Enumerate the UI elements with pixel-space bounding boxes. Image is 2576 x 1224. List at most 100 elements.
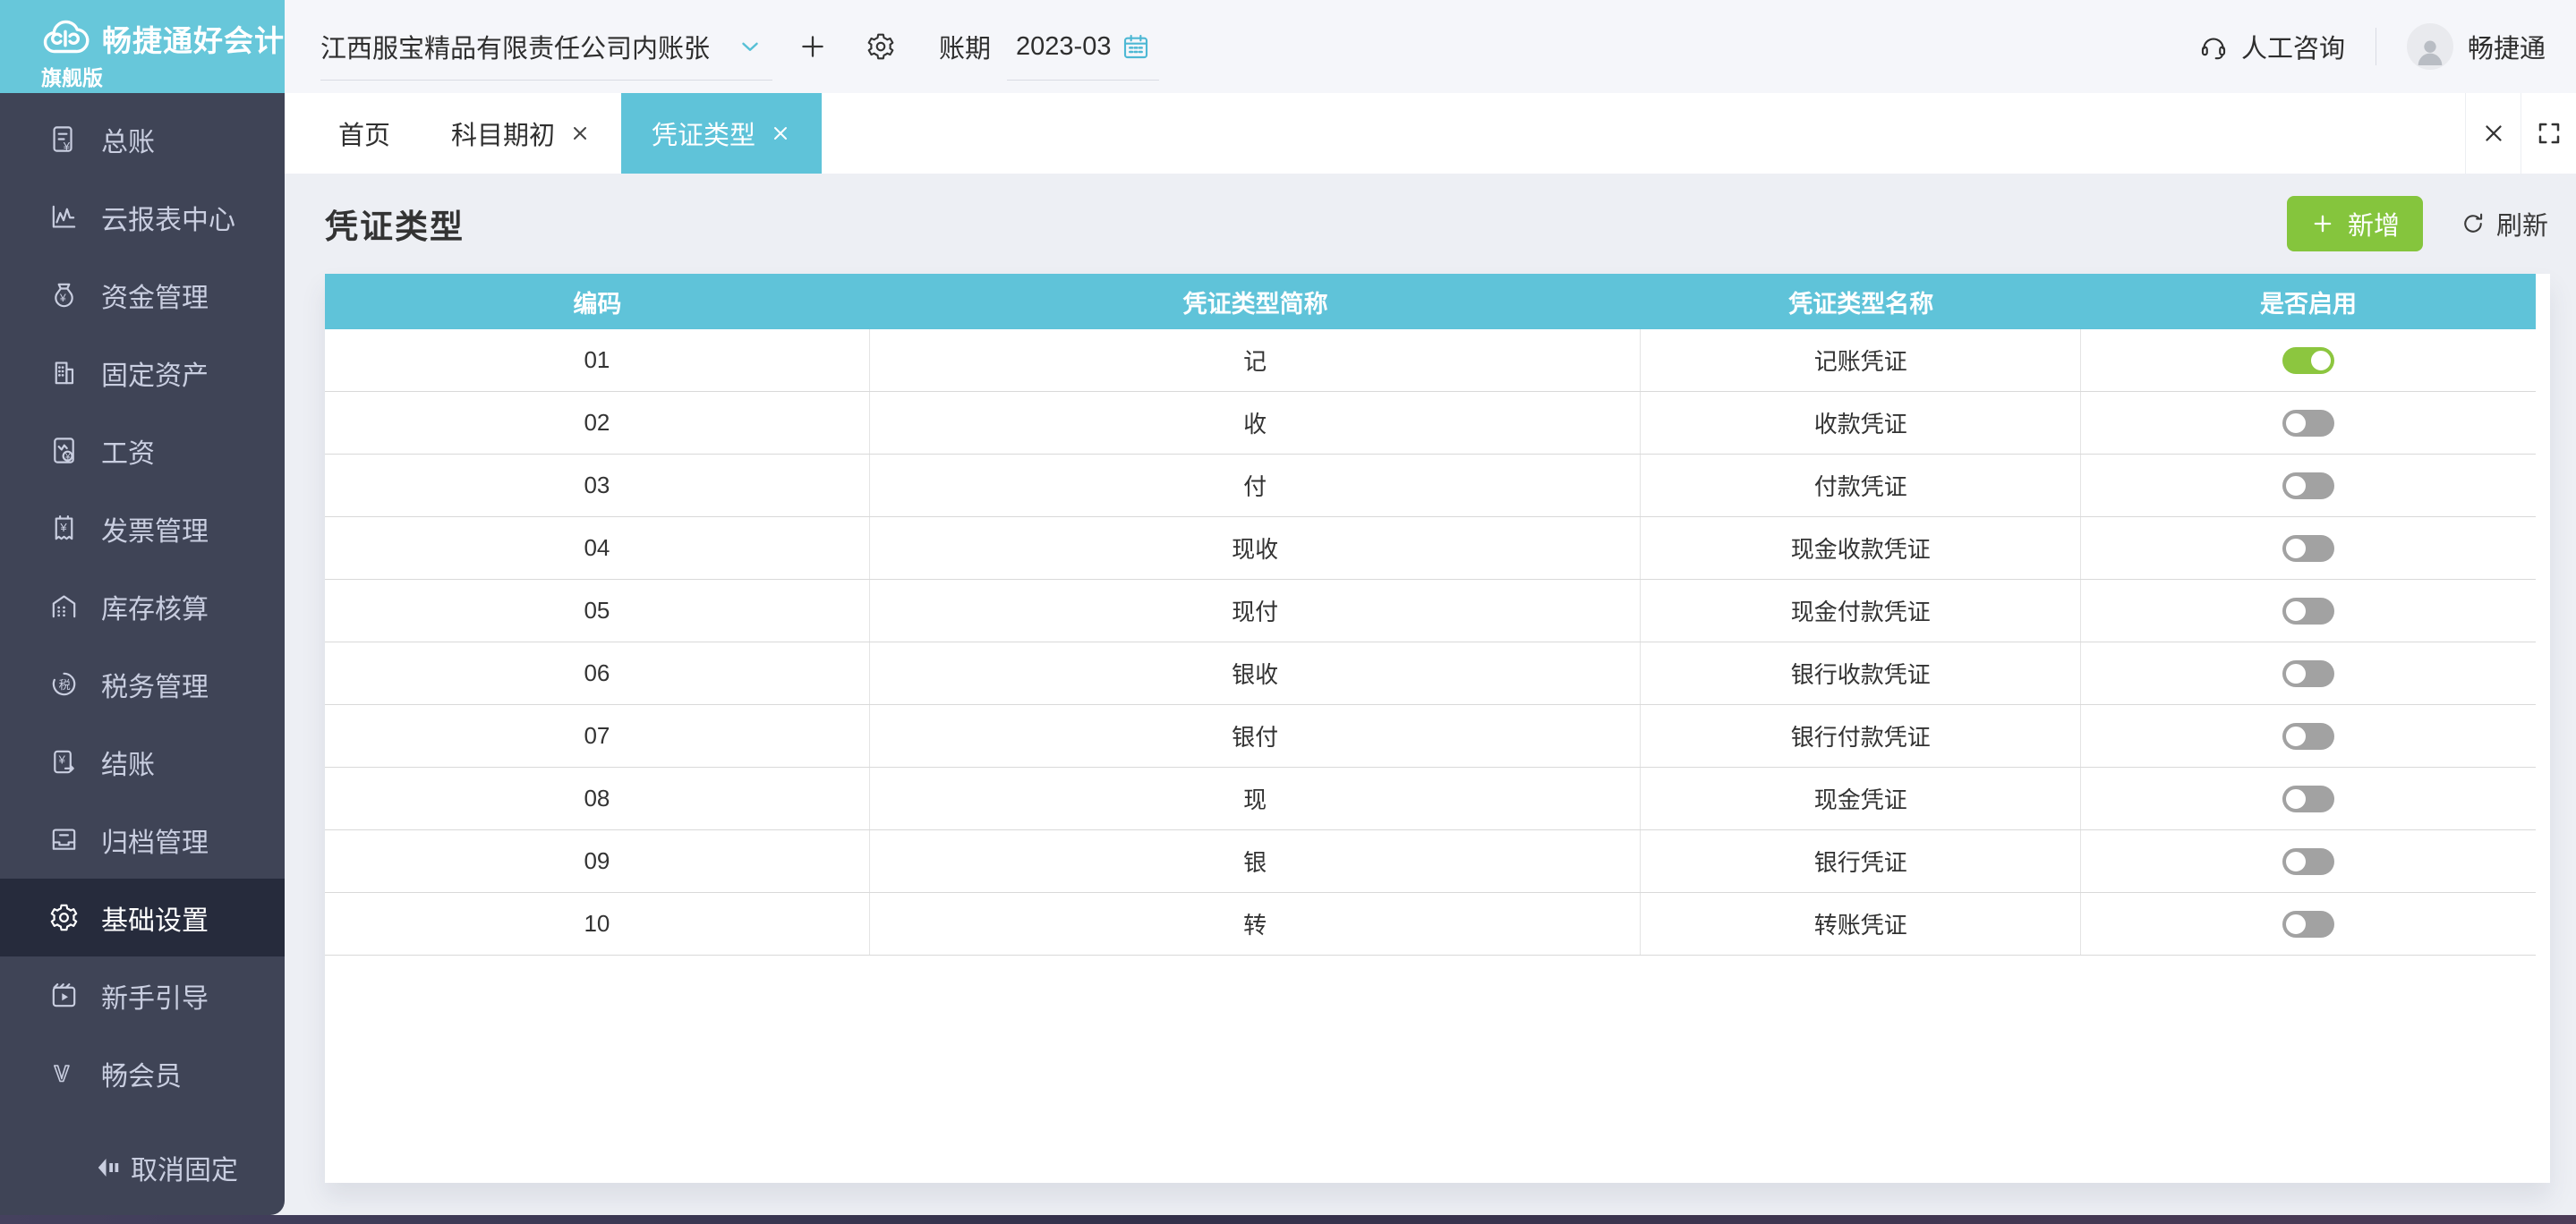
svg-text:V: V bbox=[55, 1062, 70, 1086]
guide-icon bbox=[48, 980, 80, 1011]
sidebar-item-label: 税务管理 bbox=[101, 672, 209, 702]
sidebar-item-settings[interactable]: 基础设置 bbox=[0, 879, 285, 956]
period-selector[interactable]: 2023-03 bbox=[1007, 0, 1160, 93]
voucher-code-cell: 04 bbox=[325, 517, 870, 579]
refresh-icon bbox=[2461, 211, 2486, 236]
plus-icon bbox=[2310, 211, 2335, 236]
sidebar-item-label: 发票管理 bbox=[101, 516, 209, 547]
sidebar-item-fixed-assets[interactable]: 固定资产 bbox=[0, 334, 285, 412]
tab-close-icon[interactable] bbox=[569, 123, 591, 144]
voucher-enabled-cell bbox=[2081, 830, 2536, 892]
table-row[interactable]: 09 银 银行凭证 bbox=[325, 830, 2536, 893]
voucher-code-cell: 07 bbox=[325, 705, 870, 767]
sidebar-item-inventory[interactable]: 库存核算 bbox=[0, 567, 285, 645]
salary-icon: ¥ bbox=[48, 435, 80, 466]
table-row[interactable]: 01 记 记账凭证 bbox=[325, 329, 2536, 392]
close-all-tabs-button[interactable] bbox=[2465, 93, 2521, 174]
company-selector[interactable]: 江西服宝精品有限责任公司内账张 bbox=[320, 0, 773, 93]
tab-voucher-type[interactable]: 凭证类型 bbox=[621, 93, 823, 174]
voucher-short-name-cell: 付 bbox=[870, 455, 1642, 516]
enable-toggle[interactable] bbox=[2282, 722, 2335, 750]
username: 畅捷通 bbox=[2467, 35, 2546, 64]
closing-icon: ¥ bbox=[48, 746, 80, 778]
person-icon bbox=[2412, 34, 2448, 70]
sidebar-item-invoices[interactable]: ¥ 发票管理 bbox=[0, 489, 285, 567]
tab-close-icon[interactable] bbox=[770, 123, 791, 144]
ledger-icon: ¥ bbox=[48, 123, 80, 155]
warehouse-icon bbox=[48, 591, 80, 622]
sidebar-item-general-ledger[interactable]: ¥ 总账 bbox=[0, 100, 285, 178]
calendar-icon bbox=[1122, 32, 1150, 61]
table-row[interactable]: 10 转 转账凭证 bbox=[325, 893, 2536, 956]
table-row[interactable]: 07 银付 银行付款凭证 bbox=[325, 705, 2536, 768]
enable-toggle[interactable] bbox=[2282, 659, 2335, 687]
enable-toggle[interactable] bbox=[2282, 597, 2335, 625]
enable-toggle[interactable] bbox=[2282, 472, 2335, 499]
add-voucher-type-button[interactable]: 新增 bbox=[2286, 196, 2423, 251]
voucher-name-cell: 转账凭证 bbox=[1641, 893, 2082, 955]
table-row[interactable]: 08 现 现金凭证 bbox=[325, 768, 2536, 830]
enable-toggle[interactable] bbox=[2282, 847, 2335, 875]
enable-toggle[interactable] bbox=[2282, 785, 2335, 812]
company-name: 江西服宝精品有限责任公司内账张 bbox=[320, 35, 711, 64]
avatar[interactable] bbox=[2406, 23, 2453, 70]
table-body: 01 记 记账凭证 02 收 收款凭证 03 付 付款凭证 04 现收 现金收款… bbox=[325, 329, 2536, 956]
voucher-name-cell: 现金凭证 bbox=[1641, 768, 2082, 829]
refresh-button[interactable]: 刷新 bbox=[2461, 205, 2548, 242]
enable-toggle[interactable] bbox=[2282, 409, 2335, 437]
column-header: 凭证类型简称 bbox=[1182, 290, 1328, 318]
table-row[interactable]: 03 付 付款凭证 bbox=[325, 455, 2536, 517]
table-row[interactable]: 06 银收 银行收款凭证 bbox=[325, 642, 2536, 705]
table-row[interactable]: 02 收 收款凭证 bbox=[325, 392, 2536, 455]
svg-text:¥: ¥ bbox=[64, 452, 71, 462]
enable-toggle[interactable] bbox=[2282, 534, 2335, 562]
voucher-name-cell: 银行收款凭证 bbox=[1641, 642, 2082, 704]
enable-toggle[interactable] bbox=[2282, 910, 2335, 938]
live-support-label: 人工咨询 bbox=[2240, 35, 2345, 64]
sidebar-item-guide[interactable]: 新手引导 bbox=[0, 956, 285, 1034]
tab-label: 凭证类型 bbox=[652, 122, 756, 150]
tab-home[interactable]: 首页 bbox=[308, 93, 421, 174]
sidebar-item-archive[interactable]: 归档管理 bbox=[0, 801, 285, 879]
enable-toggle[interactable] bbox=[2282, 346, 2335, 374]
voucher-code-cell: 01 bbox=[325, 329, 870, 391]
sidebar-item-payroll[interactable]: ¥ 工资 bbox=[0, 412, 285, 489]
voucher-code-cell: 08 bbox=[325, 768, 870, 829]
svg-text:¥: ¥ bbox=[59, 292, 66, 304]
sidebar-item-funds[interactable]: ¥ 资金管理 bbox=[0, 256, 285, 334]
toggle-knob bbox=[2284, 661, 2308, 685]
table-row[interactable]: 04 现收 现金收款凭证 bbox=[325, 517, 2536, 580]
sidebar-item-closing[interactable]: ¥ 结账 bbox=[0, 723, 285, 801]
sidebar-item-label: 工资 bbox=[101, 438, 155, 469]
voucher-short-name-cell: 记 bbox=[870, 329, 1642, 391]
fullscreen-button[interactable] bbox=[2521, 93, 2576, 174]
table-row[interactable]: 05 现付 现金付款凭证 bbox=[325, 580, 2536, 642]
toggle-knob bbox=[2284, 599, 2308, 623]
live-support-button[interactable]: 人工咨询 bbox=[2198, 28, 2345, 65]
column-header: 编码 bbox=[573, 290, 622, 318]
voucher-enabled-cell bbox=[2081, 893, 2536, 955]
add-button-label: 新增 bbox=[2347, 212, 2400, 241]
sidebar-item-member[interactable]: V 畅会员 bbox=[0, 1034, 285, 1112]
voucher-name-cell: 现金付款凭证 bbox=[1641, 580, 2082, 642]
topbar: 江西服宝精品有限责任公司内账张 账期 2023-03 bbox=[285, 0, 2576, 93]
sidebar-item-cloud-reports[interactable]: 云报表中心 bbox=[0, 178, 285, 256]
app-edition: 旗舰版 bbox=[41, 66, 103, 89]
voucher-code-cell: 06 bbox=[325, 642, 870, 704]
sidebar-item-tax[interactable]: 税 税务管理 bbox=[0, 645, 285, 723]
invoice-icon: ¥ bbox=[48, 513, 80, 544]
chart-icon bbox=[48, 201, 80, 233]
toggle-knob bbox=[2284, 473, 2308, 497]
svg-text:¥: ¥ bbox=[63, 140, 71, 153]
tab-label: 首页 bbox=[338, 122, 391, 150]
refresh-button-label: 刷新 bbox=[2495, 212, 2548, 241]
account-settings-button[interactable] bbox=[866, 31, 896, 62]
toggle-knob bbox=[2284, 912, 2308, 936]
toggle-knob bbox=[2284, 849, 2308, 873]
add-company-button[interactable] bbox=[798, 31, 828, 62]
voucher-code-cell: 09 bbox=[325, 830, 870, 892]
tab-account-initial[interactable]: 科目期初 bbox=[421, 93, 621, 174]
column-header: 是否启用 bbox=[2260, 290, 2358, 318]
voucher-name-cell: 银行凭证 bbox=[1641, 830, 2082, 892]
unpin-sidebar-button[interactable]: 取消固定 bbox=[0, 1143, 285, 1215]
